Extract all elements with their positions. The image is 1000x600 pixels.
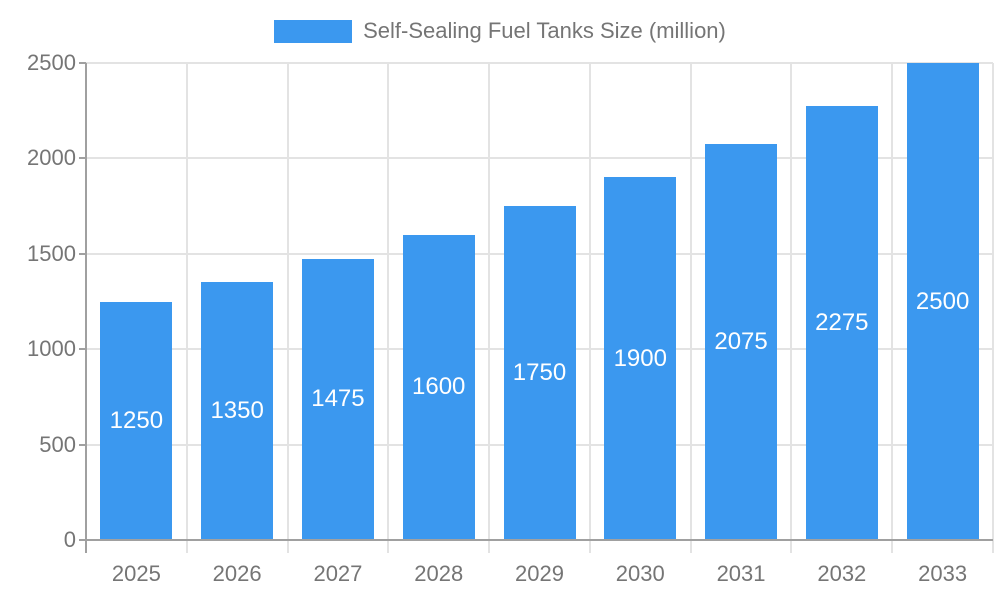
bar-2025[interactable]: 1250 xyxy=(100,301,173,540)
bar-value-label: 1350 xyxy=(210,397,264,425)
bar-value-label: 1900 xyxy=(613,344,667,372)
bar-2027[interactable]: 1475 xyxy=(301,258,374,540)
x-axis-tick xyxy=(891,540,894,553)
bar-value-label: 1600 xyxy=(412,373,466,401)
y-gridline xyxy=(86,157,993,160)
x-axis-label: 2032 xyxy=(817,561,867,586)
x-axis-tick xyxy=(387,540,390,553)
bar-2031[interactable]: 2075 xyxy=(705,144,778,540)
x-axis-label: 2026 xyxy=(212,561,262,586)
y-axis-label: 2500 xyxy=(27,50,76,75)
x-axis-label: 2030 xyxy=(615,561,665,586)
x-axis-label: 2031 xyxy=(716,561,766,586)
x-axis-tick xyxy=(588,540,591,553)
legend-swatch xyxy=(274,19,353,43)
y-axis-tick xyxy=(79,62,86,64)
x-axis-label: 2029 xyxy=(515,561,564,586)
x-axis-label: 2033 xyxy=(918,561,968,586)
y-axis-label: 0 xyxy=(63,527,76,552)
legend-item[interactable]: Self-Sealing Fuel Tanks Size (million) xyxy=(0,17,1000,45)
x-gridline xyxy=(185,63,188,540)
bar-2032[interactable]: 2275 xyxy=(805,105,878,540)
bar-2030[interactable]: 1900 xyxy=(604,177,677,540)
x-axis-tick xyxy=(689,540,692,553)
x-gridline xyxy=(488,63,491,540)
x-gridline xyxy=(588,63,591,540)
y-axis-label: 1500 xyxy=(27,240,76,266)
legend-label: Self-Sealing Fuel Tanks Size (million) xyxy=(363,18,726,43)
bar-2028[interactable]: 1600 xyxy=(402,234,475,540)
y-axis-tick xyxy=(79,348,86,351)
x-axis-tick xyxy=(992,540,994,553)
bar-2033[interactable]: 2500 xyxy=(906,63,979,540)
x-gridline xyxy=(992,63,994,540)
bar-2029[interactable]: 1750 xyxy=(503,206,576,540)
y-axis-label: 1000 xyxy=(27,336,76,362)
bar-value-label: 2275 xyxy=(815,308,869,336)
x-axis-tick xyxy=(790,540,793,553)
bar-value-label: 2500 xyxy=(915,287,970,315)
bar-value-label: 1250 xyxy=(109,406,164,434)
y-gridline xyxy=(86,62,993,64)
x-axis-tick xyxy=(488,540,491,553)
bar-value-label: 1750 xyxy=(512,359,567,387)
bar-2026[interactable]: 1350 xyxy=(201,282,274,540)
x-axis-tick xyxy=(185,540,188,553)
y-axis-line xyxy=(85,63,87,553)
bar-value-label: 1475 xyxy=(311,385,365,413)
bar-value-label: 2075 xyxy=(714,328,768,356)
x-gridline xyxy=(387,63,390,540)
x-gridline xyxy=(286,63,289,540)
x-axis-label: 2028 xyxy=(414,561,464,586)
x-gridline xyxy=(790,63,793,540)
x-gridline xyxy=(689,63,692,540)
y-axis-tick xyxy=(79,157,86,160)
x-gridline xyxy=(891,63,894,540)
x-axis-tick xyxy=(286,540,289,553)
x-axis-label: 2027 xyxy=(313,561,363,586)
y-axis-tick xyxy=(79,443,86,446)
y-axis-label: 500 xyxy=(39,431,76,457)
y-axis-tick xyxy=(79,252,86,255)
y-axis-label: 2000 xyxy=(27,145,76,171)
x-axis-line xyxy=(79,539,993,541)
x-axis-label: 2025 xyxy=(111,561,161,586)
